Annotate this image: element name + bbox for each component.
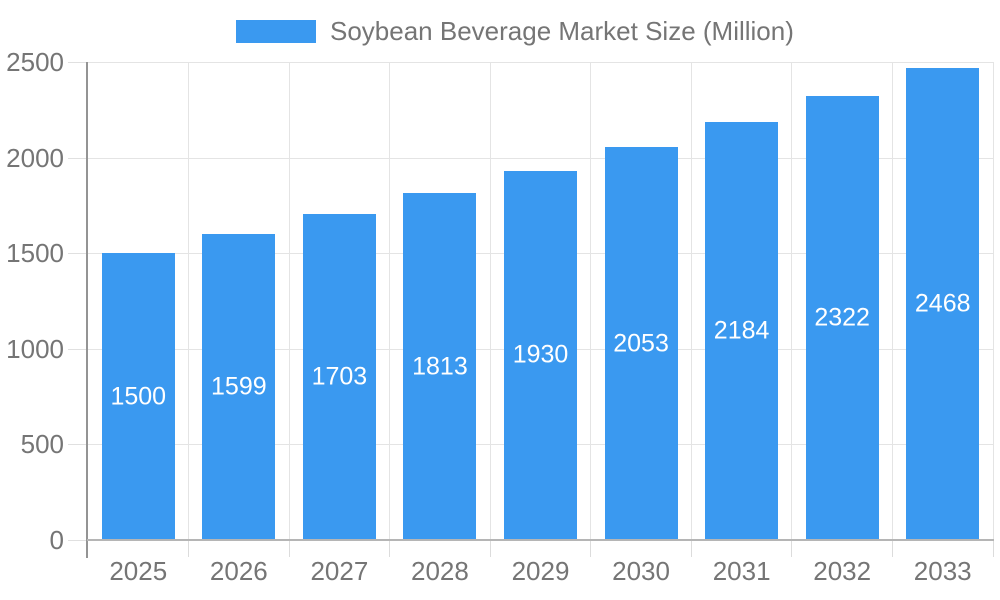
x-axis-tick (288, 541, 290, 557)
x-axis-tick (389, 541, 391, 557)
y-axis-tick (68, 253, 87, 255)
gridline-vertical (690, 62, 692, 540)
y-axis-label: 1000 (6, 333, 64, 364)
y-axis-tick (68, 62, 87, 63)
gridline-vertical (590, 62, 592, 540)
x-axis-label: 2027 (310, 556, 369, 586)
bar-value-label: 1930 (512, 340, 569, 369)
x-axis-line (87, 539, 994, 541)
bar-value-label: 2322 (814, 303, 870, 332)
gridline-vertical (992, 62, 994, 540)
bar-value-label: 1599 (211, 372, 267, 401)
gridline-vertical (188, 62, 190, 540)
x-axis-label: 2028 (411, 556, 469, 586)
x-axis-label: 2030 (612, 556, 670, 586)
gridline-horizontal (88, 62, 993, 63)
bar-value-label: 2468 (914, 289, 971, 318)
legend-label: Soybean Beverage Market Size (Million) (330, 16, 794, 46)
bar-2032[interactable] (805, 96, 879, 540)
bar-2030[interactable] (604, 147, 678, 540)
x-axis-label: 2026 (209, 556, 268, 586)
x-axis-tick (891, 541, 893, 557)
y-axis-label: 0 (49, 525, 64, 555)
plot-area: 1500 1599 1703 1813 1930 2053 2184 2322 2468 (88, 62, 994, 541)
y-axis-tick (68, 444, 87, 446)
y-axis-label: 500 (20, 429, 64, 460)
y-axis-label: 1500 (6, 238, 64, 269)
x-axis-label: 2032 (813, 556, 872, 586)
bar-value-label: 1703 (311, 362, 368, 391)
gridline-horizontal (88, 157, 993, 159)
gridline-vertical (288, 62, 290, 540)
bar-2028[interactable] (403, 193, 477, 540)
y-axis-label: 2500 (6, 47, 64, 77)
x-axis-tick (489, 541, 491, 557)
bar-2031[interactable] (705, 122, 779, 540)
bar-value-label: 2184 (713, 316, 770, 345)
x-axis-tick (590, 541, 592, 557)
legend-swatch-icon (236, 20, 316, 43)
x-axis-tick (992, 541, 994, 557)
y-axis-tick (68, 540, 87, 541)
bar-2027[interactable] (302, 214, 376, 540)
bar-value-label: 1813 (412, 352, 468, 381)
y-axis-label: 2000 (6, 142, 64, 173)
y-axis-tick (68, 348, 87, 350)
bar-2025[interactable] (101, 253, 175, 540)
gridline-vertical (489, 62, 491, 540)
gridline-vertical (891, 62, 893, 540)
bar-value-label: 2053 (613, 329, 669, 358)
x-axis-label: 2031 (712, 556, 771, 586)
y-axis-tick (68, 157, 87, 159)
gridline-vertical (791, 62, 793, 540)
x-axis-label: 2029 (511, 556, 570, 586)
x-axis-tick (690, 541, 692, 557)
gridline-vertical (389, 62, 391, 540)
x-axis-label: 2025 (109, 556, 168, 586)
bar-value-label: 1500 (110, 382, 167, 411)
bar-2033[interactable] (906, 68, 980, 540)
x-axis-tick (791, 541, 793, 557)
bar-2029[interactable] (504, 170, 577, 540)
y-axis-line (86, 62, 88, 558)
legend-item[interactable]: Soybean Beverage Market Size (Million) (236, 16, 794, 46)
bar-2026[interactable] (202, 234, 276, 540)
x-axis-label: 2033 (913, 556, 972, 586)
x-axis-tick (188, 541, 190, 557)
